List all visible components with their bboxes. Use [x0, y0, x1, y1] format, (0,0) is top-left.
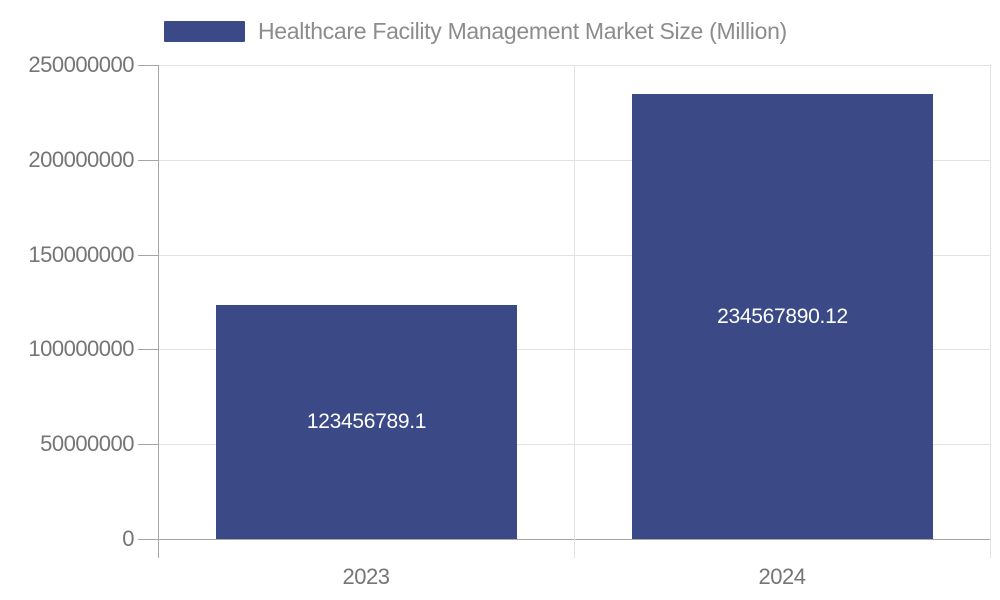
y-tick — [138, 349, 158, 351]
x-tick — [158, 539, 159, 558]
x-tick-label: 2023 — [342, 564, 390, 589]
legend-label: Healthcare Facility Management Market Si… — [258, 18, 787, 44]
x-tick — [574, 539, 575, 558]
x-gridline — [574, 65, 575, 539]
y-tick-label: 0 — [122, 526, 134, 551]
bar-2023[interactable]: 123456789.1 — [216, 305, 517, 539]
y-tick-label: 50000000 — [40, 431, 134, 457]
chart-legend[interactable]: Healthcare Facility Management Market Si… — [164, 18, 787, 44]
x-gridline — [990, 65, 991, 539]
y-tick-label: 250000000 — [28, 52, 134, 77]
y-tick — [138, 159, 158, 161]
legend-swatch — [164, 21, 245, 42]
plot-area: 0 50000000 100000000 150000000 200000000 2500… — [28, 52, 991, 589]
bar-2024[interactable]: 234567890.12 — [632, 94, 933, 539]
x-tick-label: 2024 — [758, 564, 806, 589]
y-tick — [138, 254, 158, 256]
y-axis-line — [158, 65, 159, 539]
bar-value-label: 234567890.12 — [717, 304, 848, 328]
x-tick — [990, 539, 991, 558]
y-tick-label: 100000000 — [28, 336, 134, 362]
y-tick-label: 150000000 — [28, 241, 134, 267]
y-tick — [138, 65, 158, 66]
y-tick-label: 200000000 — [28, 146, 134, 172]
y-tick — [138, 444, 158, 446]
bar-value-label: 123456789.1 — [306, 410, 427, 433]
y-tick — [138, 539, 158, 540]
